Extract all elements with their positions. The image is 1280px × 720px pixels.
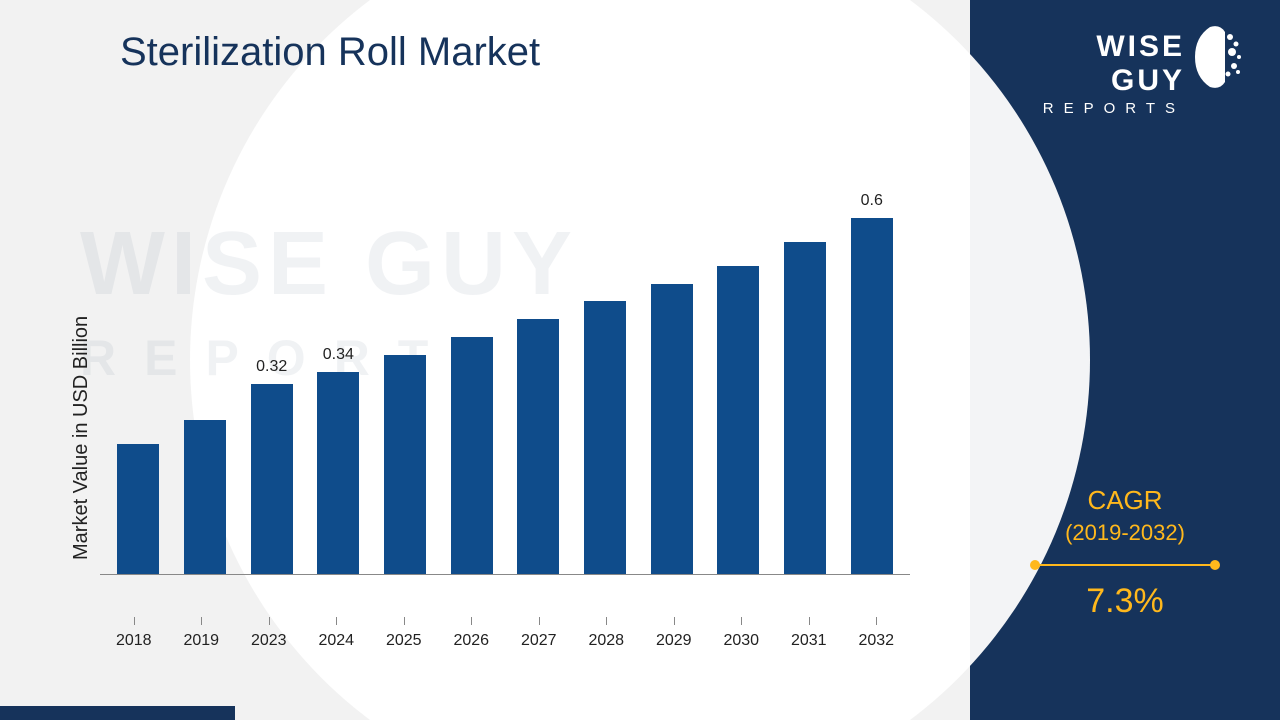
bar <box>117 444 159 574</box>
bar <box>584 301 626 574</box>
logo-line1: WISE GUY <box>1043 30 1185 98</box>
x-tick: 2030 <box>708 632 776 650</box>
bar-value-label: 0.6 <box>861 192 883 212</box>
bar <box>717 266 759 574</box>
bottom-strip <box>0 706 235 720</box>
x-tick: 2026 <box>438 632 506 650</box>
bar <box>651 284 693 575</box>
x-tick: 2019 <box>168 632 236 650</box>
x-tick: 2028 <box>573 632 641 650</box>
cagr-period: (2019-2032) <box>1025 520 1225 546</box>
x-tick: 2027 <box>505 632 573 650</box>
bar-wrap <box>705 240 772 574</box>
x-tick: 2032 <box>843 632 911 650</box>
chart-title: Sterilization Roll Market <box>120 30 540 75</box>
bar-wrap <box>638 258 705 575</box>
bar <box>251 384 293 574</box>
bar <box>517 319 559 574</box>
x-tick: 2018 <box>100 632 168 650</box>
plot-area: 0.32 0.34 0.6 <box>100 160 910 575</box>
cagr-divider <box>1035 564 1215 566</box>
bar-wrap <box>372 329 439 574</box>
x-tick: 2024 <box>303 632 371 650</box>
bar <box>317 372 359 574</box>
head-icon <box>1190 22 1245 92</box>
bar-wrap <box>772 216 839 574</box>
page-root: WISE GUY REPORTS Sterilization Roll Mark… <box>0 0 1280 720</box>
x-tick: 2031 <box>775 632 843 650</box>
bar-wrap <box>172 394 239 574</box>
bar-chart: Market Value in USD Billion 0.320.340.6 … <box>60 160 910 620</box>
x-tick: 2023 <box>235 632 303 650</box>
x-axis: 2018201920232024202520262027202820292030… <box>100 632 910 650</box>
bar-wrap <box>105 418 172 574</box>
cagr-block: CAGR (2019-2032) 7.3% <box>1025 485 1225 621</box>
bar <box>384 355 426 574</box>
bar <box>851 218 893 574</box>
logo-line2: REPORTS <box>1043 100 1185 117</box>
bar <box>451 337 493 574</box>
cagr-value: 7.3% <box>1025 582 1225 621</box>
bar-wrap <box>572 275 639 574</box>
bar-wrap: 0.32 <box>238 358 305 574</box>
bar-wrap <box>438 311 505 574</box>
bar-wrap <box>505 293 572 574</box>
bar-value-label: 0.34 <box>323 346 354 366</box>
cagr-label: CAGR <box>1025 485 1225 516</box>
bar <box>184 420 226 574</box>
bar-value-label: 0.32 <box>256 358 287 378</box>
bar-wrap: 0.6 <box>838 192 905 574</box>
bar-wrap: 0.34 <box>305 346 372 574</box>
x-tick: 2029 <box>640 632 708 650</box>
bar <box>784 242 826 574</box>
x-tick: 2025 <box>370 632 438 650</box>
bars-container: 0.32 0.34 0.6 <box>100 160 910 574</box>
